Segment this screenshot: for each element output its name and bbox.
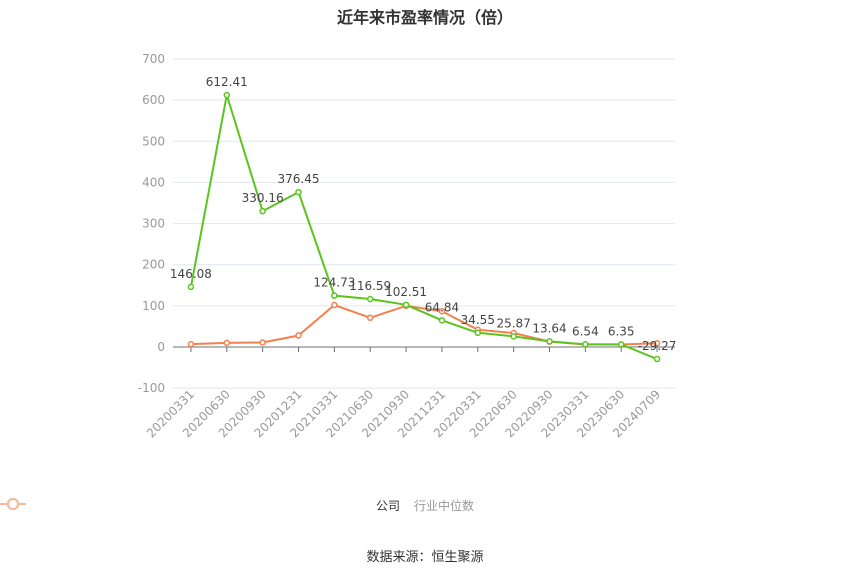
data-label: 146.08 [170, 267, 212, 281]
data-point[interactable] [331, 292, 338, 299]
data-point[interactable] [546, 338, 553, 345]
data-point[interactable] [295, 332, 302, 339]
line-chart: -100010020030040050060070020200331202006… [138, 52, 677, 440]
data-label: 124.73 [313, 276, 355, 290]
data-point[interactable] [510, 333, 517, 340]
data-label: 34.55 [461, 313, 495, 327]
data-source: 数据来源：恒生聚源 [366, 550, 484, 565]
legend-label-industry-median: 行业中位数 [414, 499, 475, 513]
data-point[interactable] [474, 329, 482, 337]
data-point[interactable] [438, 307, 446, 315]
data-label: 116.59 [349, 279, 391, 293]
data-label: 64.84 [425, 300, 459, 314]
data-point[interactable] [187, 283, 195, 291]
y-tick-label: 0 [157, 340, 165, 354]
data-point[interactable] [653, 340, 661, 347]
legend-item-company[interactable]: 公司 [0, 497, 400, 514]
data-point[interactable] [402, 301, 410, 309]
data-label: 6.54 [572, 324, 599, 338]
data-label: 376.45 [278, 172, 320, 186]
y-tick-label: 600 [142, 93, 165, 107]
data-point[interactable] [366, 314, 374, 322]
data-point[interactable] [295, 188, 302, 196]
chart-title: 近年来市盈率情况（倍） [336, 8, 513, 27]
legend: 公司 行业中位数 [0, 497, 850, 514]
legend-label-company: 公司 [375, 499, 400, 513]
data-point[interactable] [617, 341, 625, 348]
data-label: 6.35 [608, 324, 635, 338]
y-tick-label: 400 [142, 175, 165, 189]
series-line-company [189, 94, 658, 360]
data-point[interactable] [366, 295, 374, 303]
y-tick-label: 200 [142, 258, 165, 272]
data-point[interactable] [223, 339, 231, 347]
data-label: 25.87 [496, 316, 530, 330]
y-tick-label: 700 [142, 52, 165, 66]
data-label: 102.51 [385, 285, 427, 299]
data-label: 13.64 [532, 321, 566, 335]
legend-item-industry-median[interactable]: 行业中位数 [0, 497, 475, 514]
data-point[interactable] [582, 341, 589, 348]
legend-industry-line-icon [0, 498, 26, 510]
data-point[interactable] [331, 301, 338, 309]
y-tick-label: 300 [142, 217, 165, 231]
data-label: 612.41 [206, 75, 248, 89]
data-point[interactable] [187, 340, 195, 348]
y-tick-label: 500 [142, 134, 165, 148]
data-point[interactable] [259, 207, 266, 215]
y-tick-label: 100 [142, 299, 165, 313]
y-tick-label: -100 [138, 381, 165, 395]
data-point[interactable] [438, 317, 446, 324]
data-point[interactable] [653, 355, 661, 363]
data-label: 330.16 [242, 191, 284, 205]
data-point[interactable] [259, 339, 266, 346]
data-point[interactable] [223, 91, 231, 99]
data-label: -29.27 [638, 339, 677, 353]
